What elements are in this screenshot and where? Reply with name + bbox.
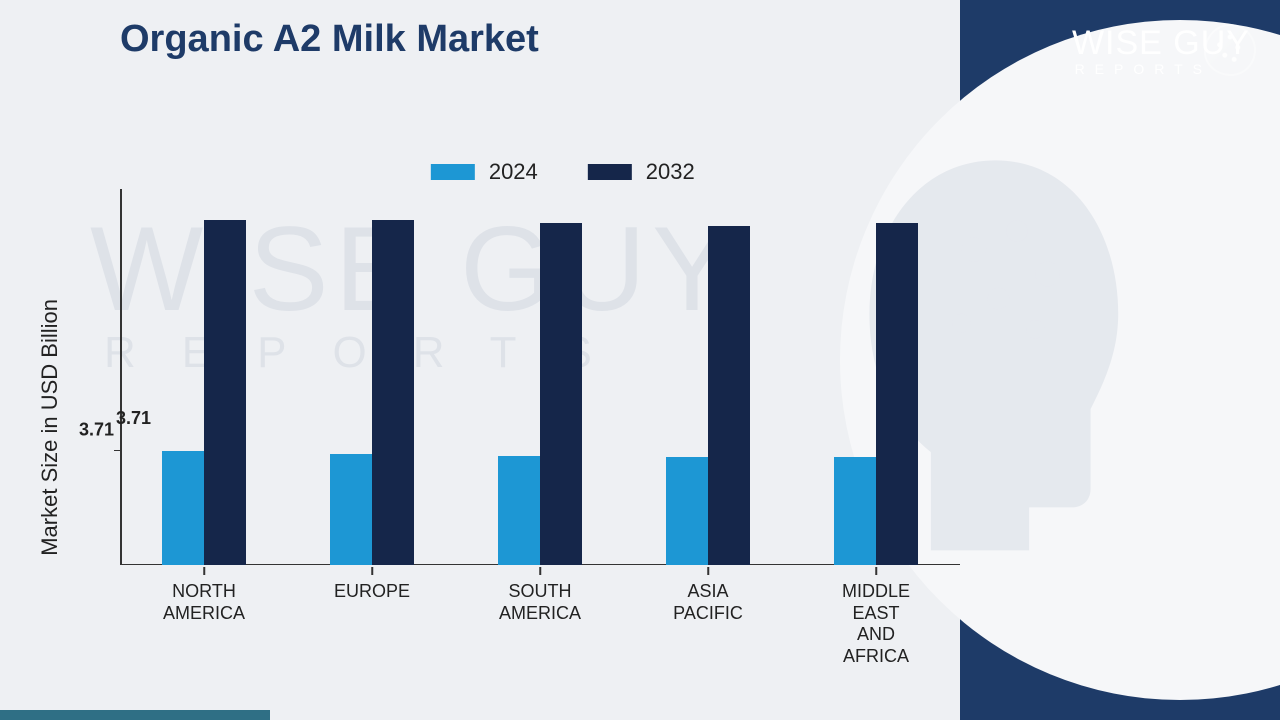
- legend-label: 2024: [489, 159, 538, 185]
- bar-group-sa: [498, 223, 582, 565]
- bar-ap-s2032: [708, 226, 750, 565]
- brand-logo: WISE GUY REPORTS: [990, 24, 1250, 77]
- x-axis-label: MIDDLE EAST AND AFRICA: [816, 575, 936, 667]
- bar-sa-s2032: [540, 223, 582, 565]
- legend-label: 2032: [646, 159, 695, 185]
- legend-item-s2024: 2024: [431, 159, 538, 185]
- chart: Market Size in USD Billion 20242032 3.71…: [60, 165, 960, 695]
- x-axis-label: NORTH AMERICA: [144, 575, 264, 624]
- bar-group-mea: [834, 223, 918, 565]
- bar-eu-s2032: [372, 220, 414, 565]
- bottom-accent-bar: [0, 710, 270, 720]
- x-tick: [707, 567, 709, 575]
- bar-mea-s2032: [876, 223, 918, 565]
- bar-value-label: 3.71: [116, 408, 151, 429]
- legend: 2024 2032: [431, 159, 695, 185]
- x-tick: [875, 567, 877, 575]
- plot-area: 3.71 3.71: [120, 195, 960, 565]
- y-tick-label: 3.71: [79, 419, 114, 440]
- bar-sa-s2024: [498, 456, 540, 565]
- x-axis-labels: NORTH AMERICA EUROPE SOUTH AMERICA ASIA PAC…: [120, 575, 960, 695]
- x-axis-label: EUROPE: [312, 575, 432, 603]
- x-axis-label: ASIA PACIFIC: [648, 575, 768, 624]
- bar-group-ap: [666, 226, 750, 565]
- x-label-wrap: MIDDLE EAST AND AFRICA: [816, 575, 936, 695]
- legend-swatch: [431, 164, 475, 180]
- x-tick: [539, 567, 541, 575]
- legend-item-s2032: 2032: [588, 159, 695, 185]
- x-label-wrap: EUROPE: [312, 575, 432, 695]
- bar-eu-s2024: [330, 454, 372, 565]
- y-axis-label: Market Size in USD Billion: [37, 299, 63, 556]
- canvas: Organic A2 Milk Market WISE GUY REPORTS …: [0, 0, 1280, 720]
- bar-ap-s2024: [666, 457, 708, 565]
- bar-group-eu: [330, 220, 414, 565]
- bar-group-na: 3.71: [162, 220, 246, 565]
- brand-logo-head-icon: [1204, 24, 1256, 76]
- x-axis-label: SOUTH AMERICA: [480, 575, 600, 624]
- chart-title: Organic A2 Milk Market: [120, 18, 539, 61]
- x-tick: [203, 567, 205, 575]
- legend-swatch: [588, 164, 632, 180]
- bar-mea-s2024: [834, 457, 876, 565]
- x-label-wrap: SOUTH AMERICA: [480, 575, 600, 695]
- x-label-wrap: NORTH AMERICA: [144, 575, 264, 695]
- x-label-wrap: ASIA PACIFIC: [648, 575, 768, 695]
- bar-groups: 3.71: [120, 195, 960, 565]
- bar-na-s2032: [204, 220, 246, 565]
- x-tick: [371, 567, 373, 575]
- y-tick: [114, 450, 120, 452]
- bar-na-s2024: [162, 451, 204, 565]
- brand-logo-sub: REPORTS: [990, 61, 1212, 77]
